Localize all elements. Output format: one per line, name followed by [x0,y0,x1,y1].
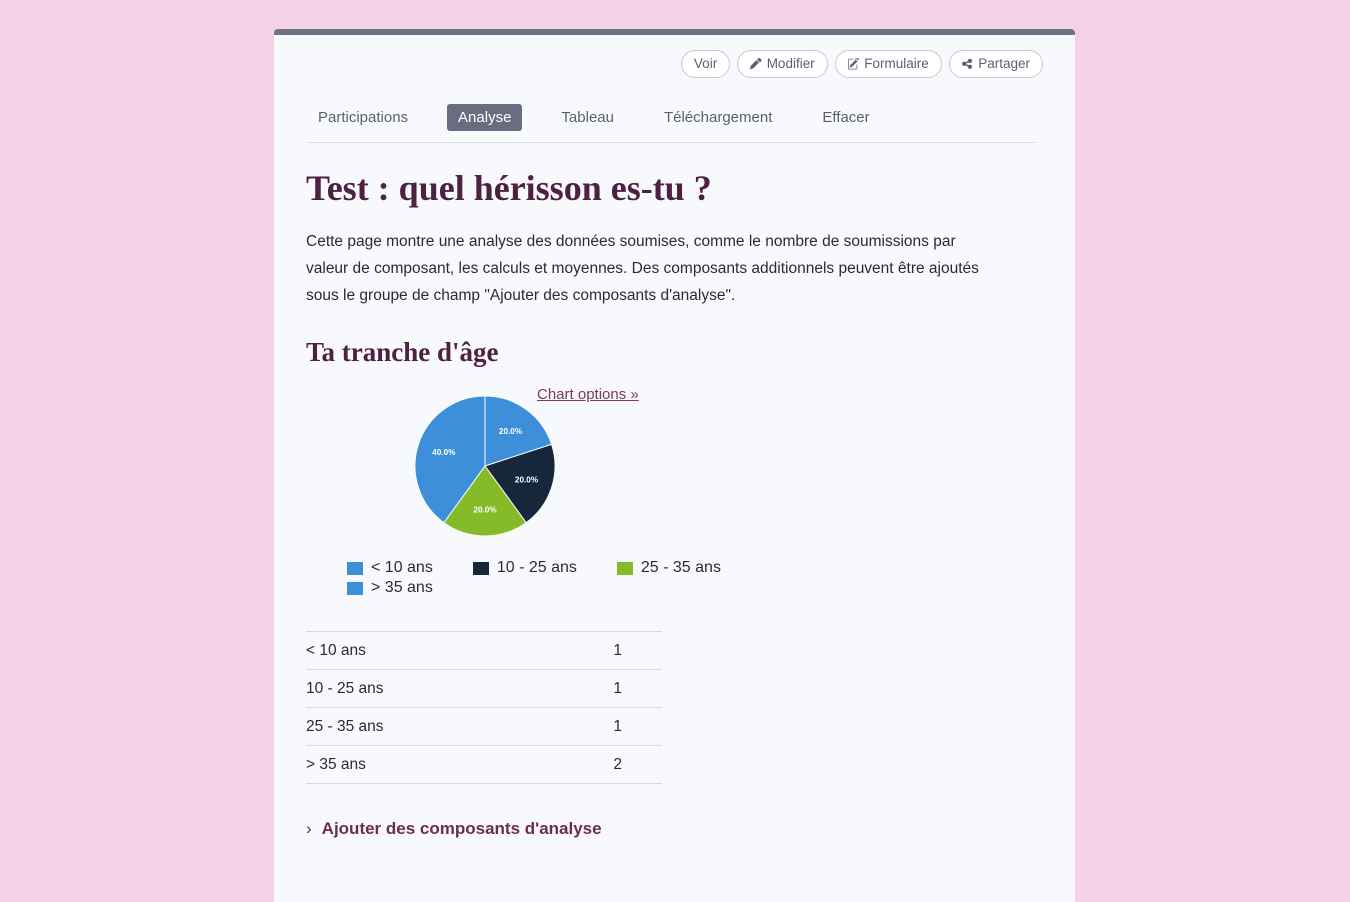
svg-text:20.0%: 20.0% [473,505,497,514]
svg-text:40.0%: 40.0% [432,448,456,457]
svg-text:20.0%: 20.0% [515,475,539,484]
svg-text:20.0%: 20.0% [499,427,523,436]
